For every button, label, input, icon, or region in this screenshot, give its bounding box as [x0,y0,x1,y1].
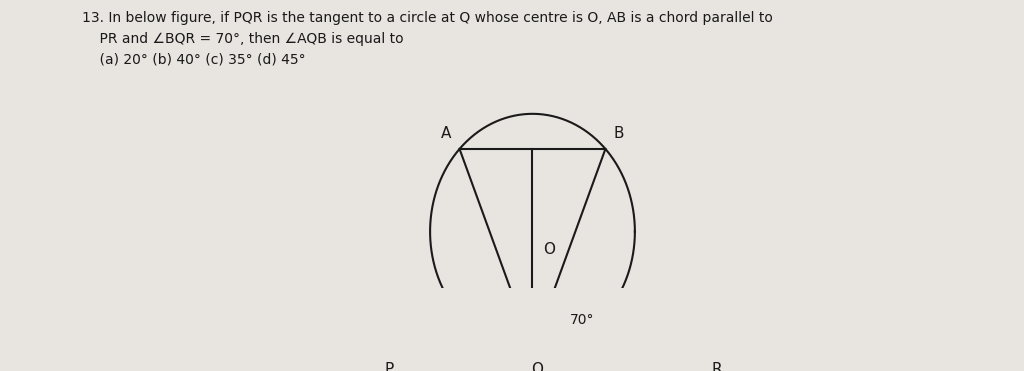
Text: Q: Q [531,362,544,371]
Text: O: O [543,242,555,257]
Text: P: P [384,362,394,371]
Text: B: B [613,126,624,141]
Text: R: R [712,362,722,371]
Text: 70°: 70° [570,313,595,327]
Text: A: A [441,126,452,141]
Text: 13. In below figure, if PQR is the tangent to a circle at Q whose centre is O, A: 13. In below figure, if PQR is the tange… [82,11,773,66]
